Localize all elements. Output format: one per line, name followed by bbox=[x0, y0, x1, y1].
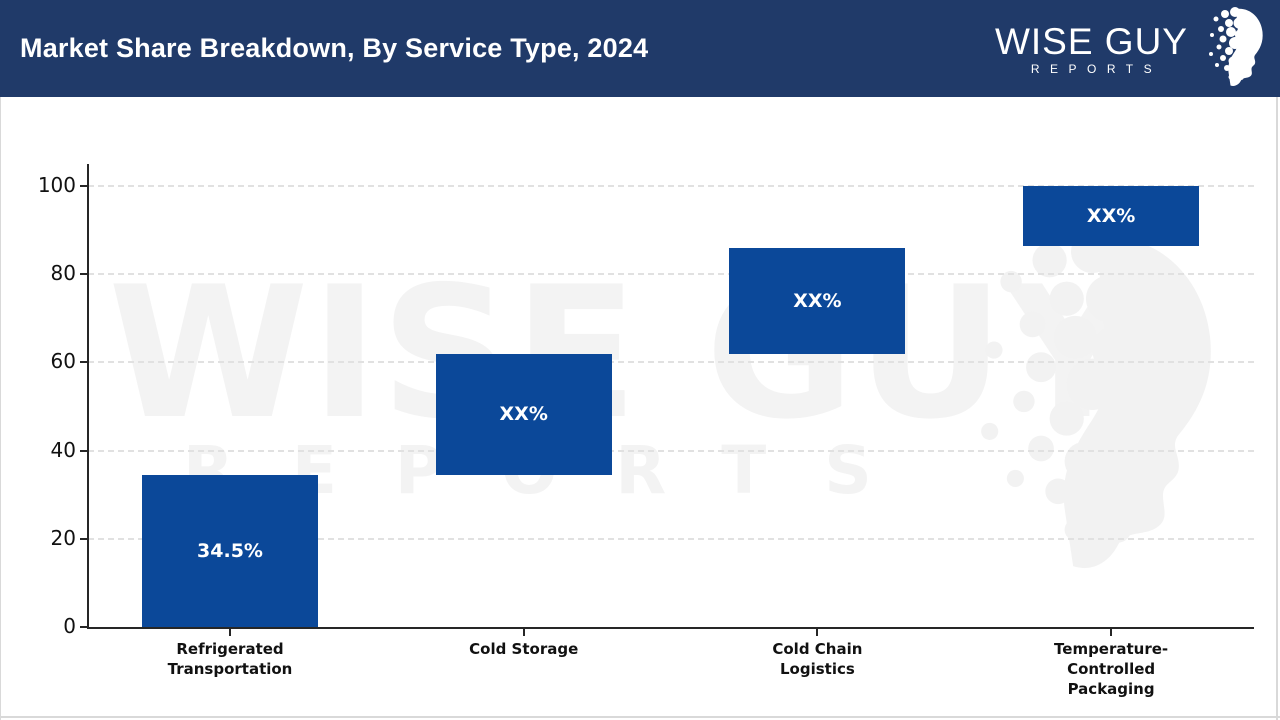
bar-4: XX% bbox=[1023, 186, 1200, 246]
bar-value-label-3: XX% bbox=[793, 289, 842, 312]
x-tick-4 bbox=[1110, 629, 1113, 636]
x-category-label-1: Refrigerated Transportation bbox=[167, 640, 293, 678]
logo-text: WISE GUY REPORTS bbox=[995, 23, 1188, 75]
x-category-label-2: Cold Storage bbox=[469, 640, 579, 658]
y-tick-label-40: 40 bbox=[50, 437, 76, 462]
bar-2: XX% bbox=[435, 353, 612, 475]
logo-subtitle: REPORTS bbox=[1030, 62, 1163, 76]
bar-value-label-1: 34.5% bbox=[197, 539, 263, 562]
wiseguy-logo: WISE GUY REPORTS bbox=[995, 6, 1266, 92]
y-tick-60 bbox=[80, 361, 88, 364]
bar-3: XX% bbox=[729, 247, 906, 354]
x-tick-3 bbox=[816, 629, 819, 636]
y-tick-label-20: 20 bbox=[50, 525, 76, 550]
y-tick-100 bbox=[80, 185, 88, 187]
footer-divider bbox=[0, 716, 1280, 718]
y-tick-label-60: 60 bbox=[50, 349, 76, 374]
x-axis-line bbox=[87, 627, 1254, 629]
gridline-80 bbox=[88, 273, 1254, 276]
x-tick-2 bbox=[522, 629, 525, 636]
watermark-head-icon bbox=[981, 230, 1211, 569]
gridline-20 bbox=[88, 537, 1254, 540]
y-tick-label-0: 0 bbox=[63, 614, 76, 638]
watermark-wordmark: WISE GUY bbox=[108, 247, 1141, 459]
y-tick-40 bbox=[80, 449, 88, 452]
page-title: Market Share Breakdown, By Service Type,… bbox=[20, 33, 649, 63]
y-axis-line bbox=[87, 163, 89, 629]
gridline-60 bbox=[88, 361, 1254, 364]
x-category-label-3: Cold Chain Logistics bbox=[772, 640, 863, 678]
bar-1: 34.5% bbox=[142, 474, 318, 627]
wiseguy-head-icon bbox=[1209, 7, 1263, 86]
y-tick-label-80: 80 bbox=[50, 261, 76, 286]
x-tick-1 bbox=[229, 629, 231, 636]
gridline-40 bbox=[88, 449, 1254, 452]
y-tick-20 bbox=[80, 537, 88, 540]
y-tick-label-100: 100 bbox=[37, 173, 76, 197]
x-category-label-4: Temperature- Controlled Packaging bbox=[1054, 640, 1169, 698]
header-bar: Market Share Breakdown, By Service Type,… bbox=[0, 0, 1280, 97]
gridline-100 bbox=[88, 185, 1254, 187]
bar-value-label-4: XX% bbox=[1086, 204, 1136, 227]
logo-name: WISE GUY bbox=[994, 21, 1188, 62]
y-tick-0 bbox=[80, 626, 88, 628]
y-tick-80 bbox=[80, 273, 88, 276]
bar-value-label-2: XX% bbox=[499, 403, 548, 426]
